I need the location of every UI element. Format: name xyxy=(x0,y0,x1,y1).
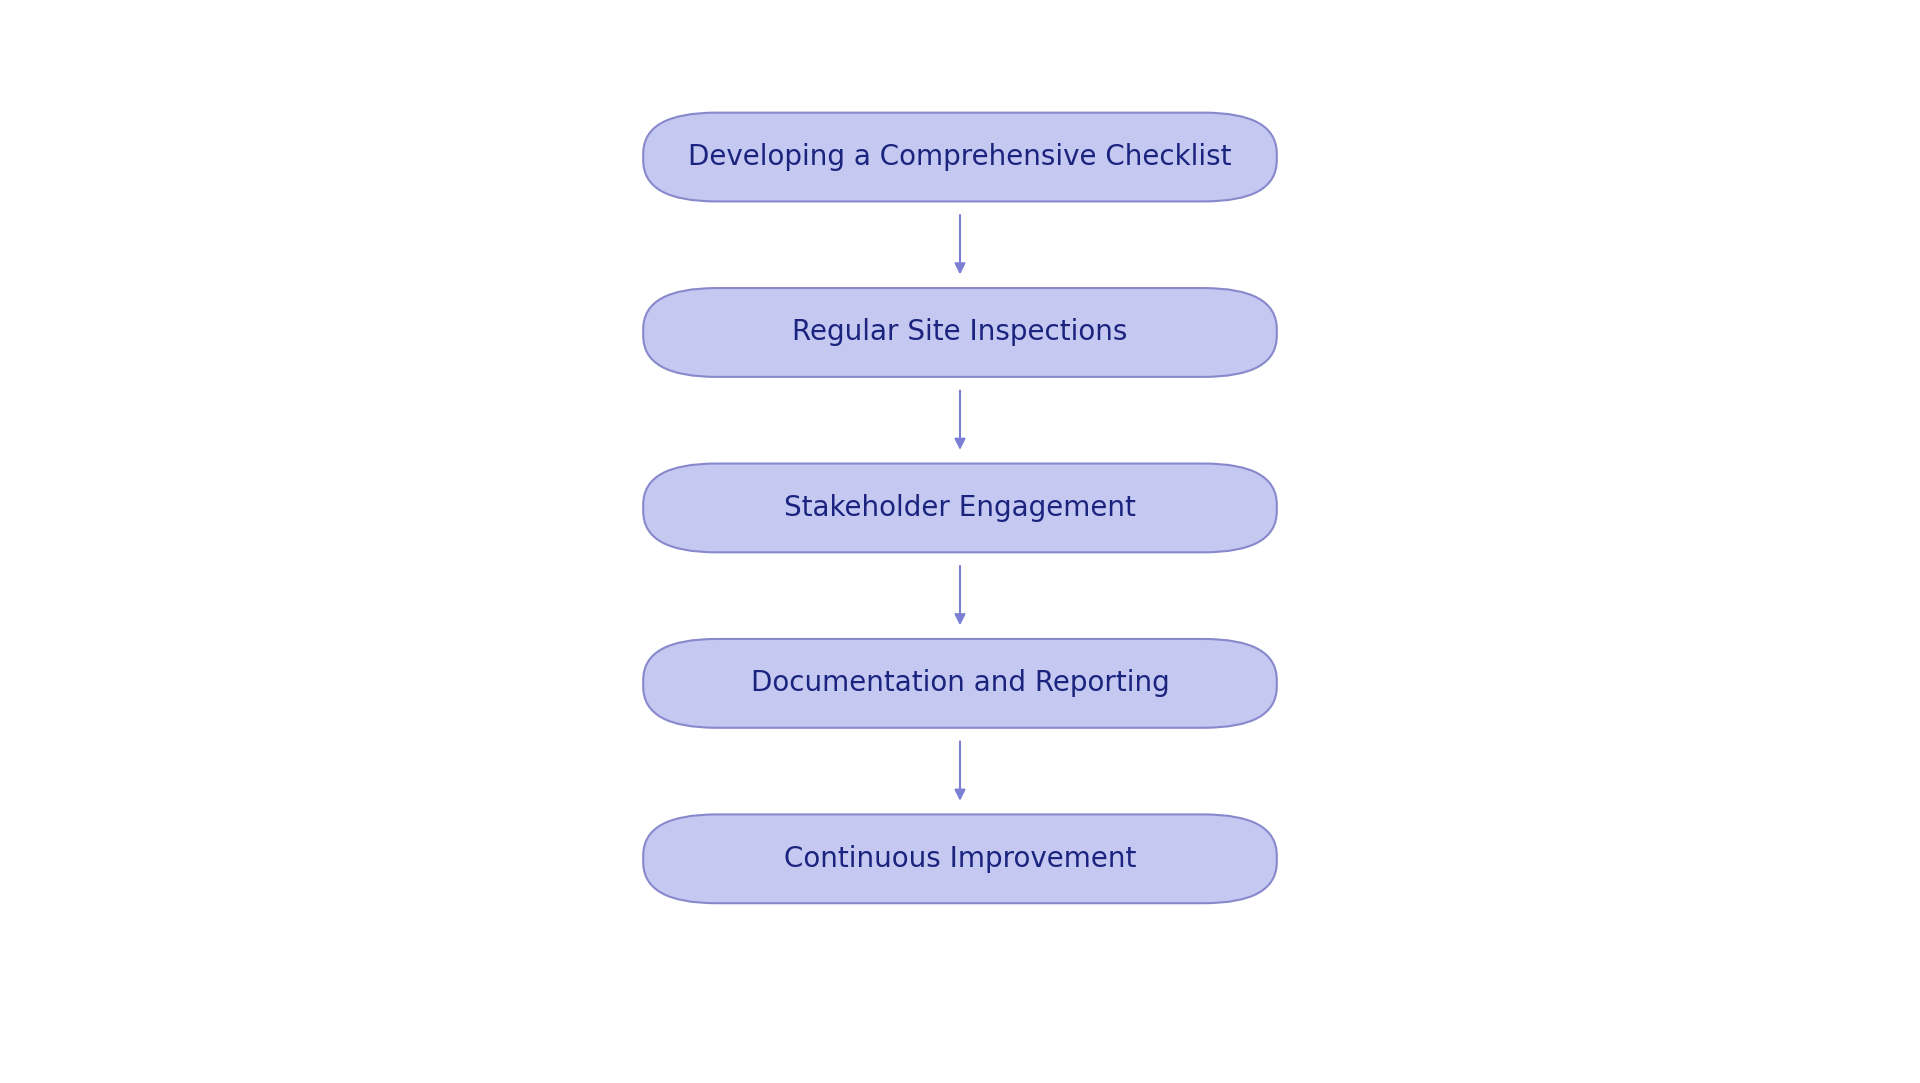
FancyBboxPatch shape xyxy=(643,113,1277,201)
FancyBboxPatch shape xyxy=(643,639,1277,728)
FancyBboxPatch shape xyxy=(643,288,1277,377)
Text: Developing a Comprehensive Checklist: Developing a Comprehensive Checklist xyxy=(687,143,1233,171)
FancyBboxPatch shape xyxy=(643,464,1277,552)
Text: Regular Site Inspections: Regular Site Inspections xyxy=(793,318,1127,347)
Text: Documentation and Reporting: Documentation and Reporting xyxy=(751,669,1169,697)
Text: Stakeholder Engagement: Stakeholder Engagement xyxy=(783,494,1137,522)
FancyBboxPatch shape xyxy=(643,814,1277,903)
Text: Continuous Improvement: Continuous Improvement xyxy=(783,845,1137,873)
